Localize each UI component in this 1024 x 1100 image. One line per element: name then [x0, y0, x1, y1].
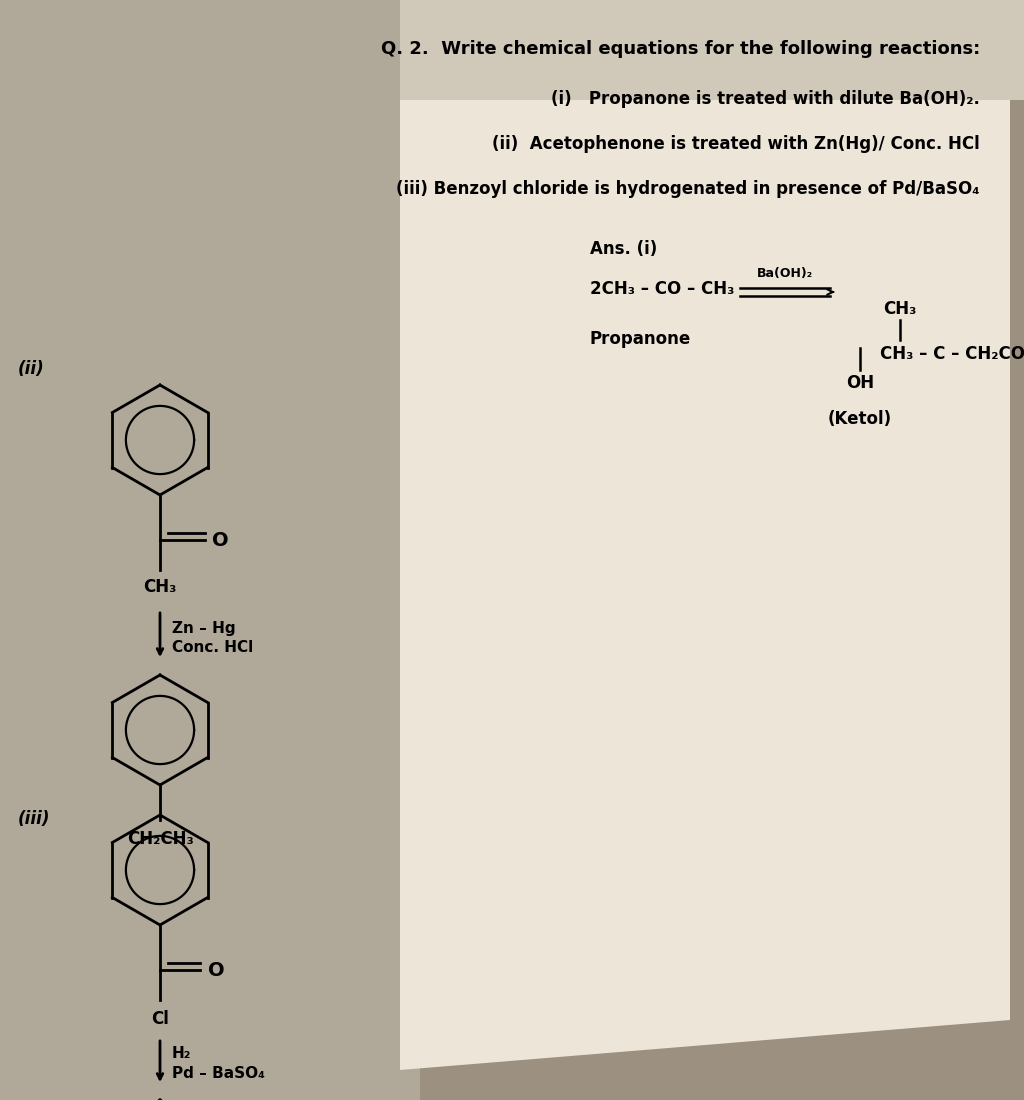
Bar [400, 0, 1024, 100]
Text: CH₃ – C – CH₂CO – CH₃: CH₃ – C – CH₂CO – CH₃ [880, 345, 1024, 363]
Text: (ii)  Acetophenone is treated with Zn(Hg)/ Conc. HCl: (ii) Acetophenone is treated with Zn(Hg)… [493, 135, 980, 153]
Text: 2CH₃ – CO – CH₃: 2CH₃ – CO – CH₃ [590, 280, 734, 298]
Text: O: O [208, 960, 224, 979]
Text: Ba(OH)₂: Ba(OH)₂ [757, 267, 813, 280]
Text: (iii): (iii) [18, 810, 50, 828]
Text: (ii): (ii) [18, 360, 45, 378]
Polygon shape [400, 20, 1010, 1070]
Text: Ans. (i): Ans. (i) [590, 240, 657, 258]
Text: OH: OH [846, 374, 874, 392]
Text: H₂: H₂ [172, 1045, 191, 1060]
Text: O: O [212, 530, 228, 550]
Text: CH₂CH₃: CH₂CH₃ [127, 830, 194, 848]
Text: Propanone: Propanone [590, 330, 690, 348]
Text: Q. 2.  Write chemical equations for the following reactions:: Q. 2. Write chemical equations for the f… [381, 40, 980, 58]
Text: Conc. HCl: Conc. HCl [172, 640, 253, 656]
Text: Pd – BaSO₄: Pd – BaSO₄ [172, 1066, 265, 1080]
Text: (Ketol): (Ketol) [828, 410, 892, 428]
Text: CH₃: CH₃ [143, 578, 177, 596]
Text: (i)   Propanone is treated with dilute Ba(OH)₂.: (i) Propanone is treated with dilute Ba(… [551, 90, 980, 108]
Text: Cl: Cl [152, 1010, 169, 1028]
Text: CH₃: CH₃ [884, 300, 916, 318]
Polygon shape [0, 0, 420, 1100]
Text: (iii) Benzoyl chloride is hydrogenated in presence of Pd/BaSO₄: (iii) Benzoyl chloride is hydrogenated i… [396, 180, 980, 198]
Text: Zn – Hg: Zn – Hg [172, 620, 236, 636]
